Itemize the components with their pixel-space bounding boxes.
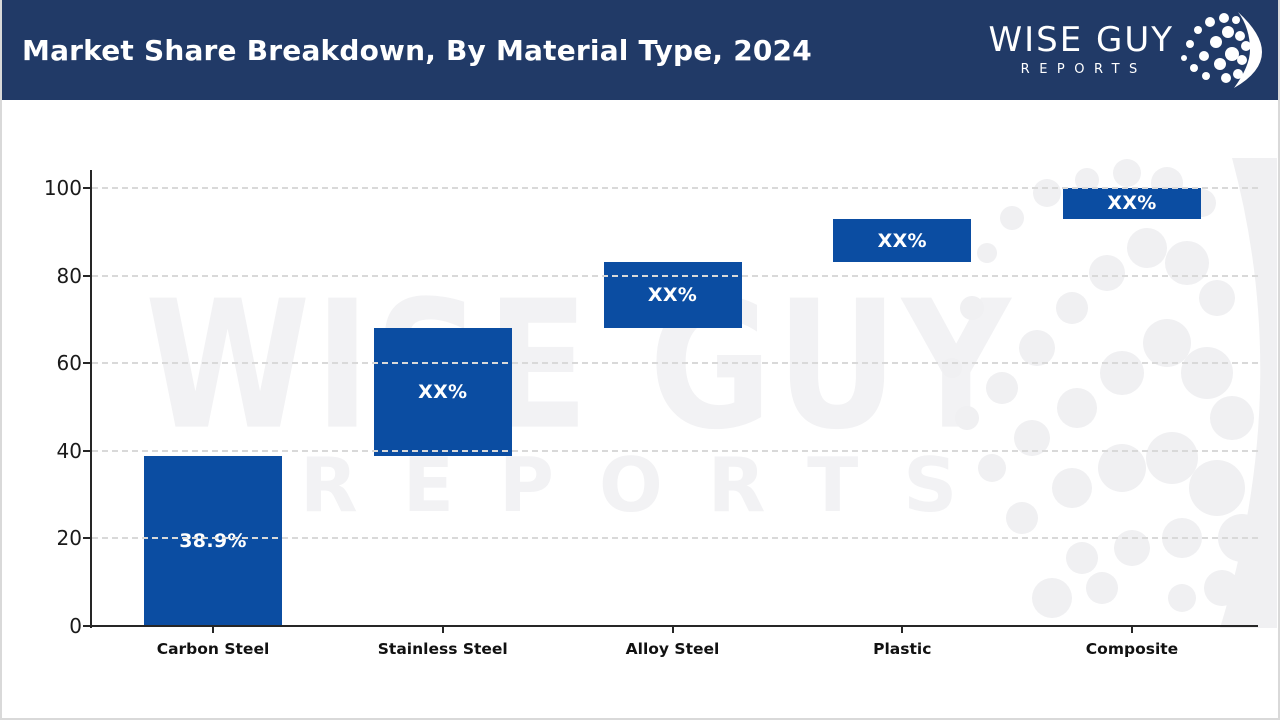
x-tick-mark xyxy=(212,626,214,633)
gridline-60 xyxy=(92,362,1258,365)
y-tick-label-0: 0 xyxy=(69,614,82,638)
x-axis-label-stainless-steel: Stainless Steel xyxy=(377,640,508,658)
x-axis-label-composite: Composite xyxy=(1085,640,1179,658)
y-tick-mark xyxy=(83,362,91,365)
y-tick-label-100: 100 xyxy=(43,176,82,200)
brand-logo: WISE GUY REPORTS xyxy=(988,10,1264,90)
y-axis-line xyxy=(90,170,92,628)
y-tick-mark xyxy=(83,625,91,627)
gridline-40 xyxy=(92,449,1258,452)
watermark-face-icon xyxy=(942,158,1277,628)
y-tick-mark xyxy=(83,537,91,540)
bar-value-label-carbon-steel: 38.9% xyxy=(179,529,247,552)
y-tick-label-80: 80 xyxy=(56,263,82,288)
bar-stainless-steel: XX% xyxy=(373,328,512,456)
header: Market Share Breakdown, By Material Type… xyxy=(2,0,1278,100)
brand-name: WISE GUY xyxy=(988,20,1174,60)
bar-plastic: XX% xyxy=(833,218,972,263)
y-tick-mark xyxy=(83,187,91,189)
y-tick-label-60: 60 xyxy=(56,351,82,376)
bar-value-label-composite: XX% xyxy=(1107,192,1157,215)
x-tick-mark xyxy=(901,626,904,633)
gridline-20 xyxy=(92,537,1258,540)
watermark-text-line2: REPORTS xyxy=(300,441,1003,529)
x-axis-label-plastic: Plastic xyxy=(873,640,932,658)
gridline-80 xyxy=(92,274,1258,277)
y-tick-label-40: 40 xyxy=(56,438,82,463)
logo-face-icon xyxy=(1181,12,1262,88)
chart-title: Market Share Breakdown, By Material Type… xyxy=(22,33,812,67)
bar-value-label-alloy-steel: XX% xyxy=(647,284,698,307)
x-tick-mark xyxy=(671,626,674,633)
bar-value-label-stainless-steel: XX% xyxy=(418,380,468,403)
y-tick-label-20: 20 xyxy=(56,526,82,551)
x-axis-line xyxy=(90,625,1258,627)
bar-carbon-steel: 38.9% xyxy=(144,455,282,626)
x-tick-mark xyxy=(1131,626,1133,633)
x-axis-label-carbon-steel: Carbon Steel xyxy=(156,640,270,658)
brand-subname: REPORTS xyxy=(1020,62,1147,77)
y-tick-mark xyxy=(83,449,91,452)
bar-value-label-plastic: XX% xyxy=(877,229,927,252)
x-axis-label-alloy-steel: Alloy Steel xyxy=(625,640,720,658)
bar-composite: XX% xyxy=(1063,188,1201,219)
x-tick-mark xyxy=(441,626,444,633)
y-tick-mark xyxy=(83,274,91,277)
gridline-100 xyxy=(92,187,1258,189)
brand-logo-text: WISE GUY REPORTS xyxy=(988,23,1174,77)
bar-alloy-steel: XX% xyxy=(603,262,742,329)
watermark-text-line1: WISE GUY xyxy=(145,263,1015,470)
